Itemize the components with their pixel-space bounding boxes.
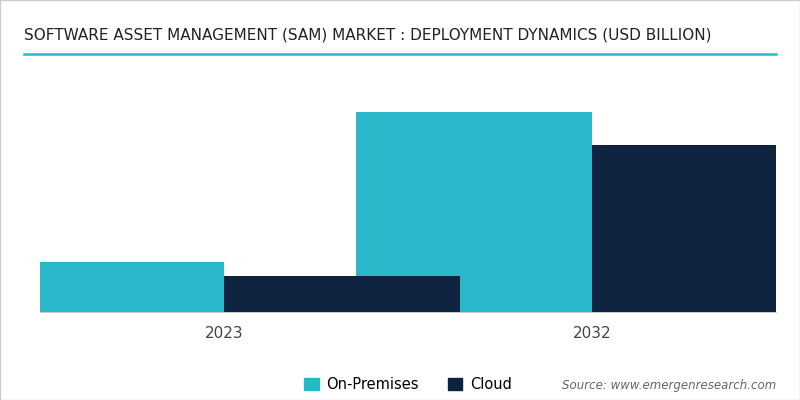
Bar [357, 112, 592, 312]
Bar [0, 262, 224, 312]
Bar [224, 276, 459, 312]
Bar [592, 145, 800, 312]
Legend: On-Premises, Cloud: On-Premises, Cloud [298, 371, 518, 398]
Text: Source: www.emergenresearch.com: Source: www.emergenresearch.com [562, 379, 776, 392]
Text: SOFTWARE ASSET MANAGEMENT (SAM) MARKET : DEPLOYMENT DYNAMICS (USD BILLION): SOFTWARE ASSET MANAGEMENT (SAM) MARKET :… [24, 28, 711, 43]
